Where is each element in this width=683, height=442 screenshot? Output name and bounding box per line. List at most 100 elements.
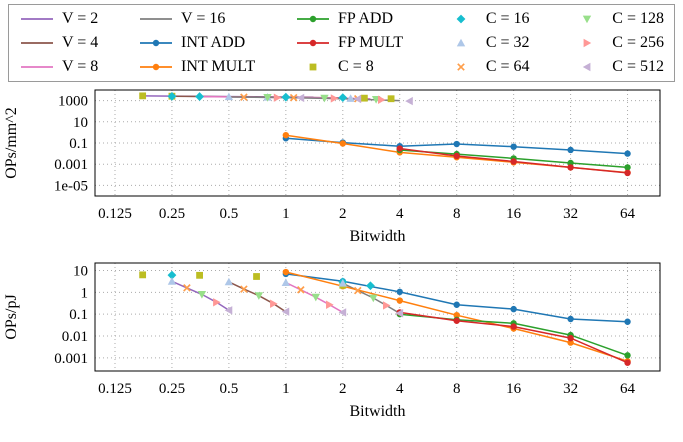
x-tick-label: 1 [282, 206, 290, 222]
figure-chart: V = 2 V = 4 V = 8 V = 16 INT ADD INT MULT FP A… [0, 4, 683, 442]
legend-label: V = 2 [62, 10, 99, 27]
plot-ops-per-mm2: 0.125 0.25 0.5 1 2 4 8 16 32 64 1e-05 0.001 0.1 10 100… [3, 89, 661, 245]
marker-circle [624, 169, 631, 177]
marker-triangle-left [281, 307, 290, 316]
y-tick-label: 0.001 [54, 351, 88, 367]
marker-circle [396, 145, 403, 152]
marker-circle [282, 131, 290, 139]
x-tick-label: 0.25 [159, 381, 185, 397]
legend-label: C = 128 [612, 10, 664, 27]
series-v-16 [228, 96, 400, 102]
legend-swatch-line-icon [21, 66, 53, 68]
legend-label: C = 32 [485, 34, 530, 51]
legend-item-int-mult: INT MULT [138, 59, 255, 75]
marker-triangle-down [197, 291, 207, 299]
marker-circle [510, 143, 517, 150]
marker-triangle-up [281, 278, 291, 286]
marker-square [139, 271, 147, 279]
marker-triangle-right [213, 298, 221, 307]
y-tick-label: 0.1 [69, 307, 88, 323]
x-tick-label: 0.125 [98, 381, 132, 397]
marker-circle [567, 339, 574, 346]
marker-diamond [167, 91, 177, 101]
marker-circle [510, 323, 517, 330]
legend-swatch-line-icon [140, 39, 173, 47]
marker-triangle-right [330, 94, 339, 103]
marker-triangle-left [395, 309, 404, 318]
legend-item-int-add: INT ADD [138, 35, 255, 51]
series-line [228, 96, 400, 102]
legend-swatch-line-icon [297, 15, 330, 23]
marker-circle [309, 39, 317, 47]
legend-item-c-16: C = 16 [443, 11, 530, 27]
legend-label: INT ADD [181, 34, 246, 51]
legend-swatch-x-icon [457, 63, 465, 71]
marker-circle [396, 297, 403, 304]
legend-label: C = 16 [485, 10, 530, 27]
marker-triangle-left [338, 308, 347, 317]
marker-triangle-right [378, 95, 386, 104]
x-tick-label: 1 [282, 381, 290, 397]
marker-circle [453, 317, 460, 324]
marker-x [240, 285, 248, 293]
legend-label: FP ADD [338, 10, 394, 27]
legend-swatch-triangle-right-icon [583, 38, 592, 48]
plot-border [94, 262, 661, 372]
legend-label: V = 16 [181, 10, 226, 27]
y-tick-label: 1000 [58, 94, 88, 110]
legend-swatch-line-icon [21, 18, 53, 20]
x-tick-label: 8 [453, 206, 461, 222]
series-c-256 [273, 93, 386, 104]
legend-item-v-16: V = 16 [138, 11, 255, 27]
marker-diamond [167, 270, 177, 280]
legend-label: C = 256 [612, 34, 664, 51]
legend-item-c-64: C = 64 [443, 59, 530, 75]
marker-circle [624, 164, 631, 171]
marker-x [297, 286, 305, 294]
marker-triangle-up [338, 279, 347, 287]
marker-square [196, 271, 203, 279]
legend-swatch-square-icon [309, 63, 317, 71]
legend-label: V = 8 [62, 58, 99, 75]
marker-triangle-up [456, 38, 466, 47]
chart-legend: V = 2 V = 4 V = 8 V = 16 INT ADD INT MULT FP A… [8, 4, 675, 82]
y-axis-label: OPs/pJ [3, 294, 20, 339]
legend-swatch-line-icon [21, 42, 53, 44]
y-tick-label: 1 [81, 285, 89, 301]
x-tick-label: 16 [506, 381, 522, 397]
marker-triangle-up [224, 277, 234, 286]
legend-item-fp-mult: FP MULT [295, 35, 403, 51]
marker-triangle-left [224, 306, 233, 315]
x-axis-label: Bitwidth [349, 403, 405, 420]
marker-triangle-up [167, 277, 177, 285]
legend-item-c-128: C = 128 [569, 11, 664, 27]
marker-triangle-up [346, 94, 355, 102]
legend-label: INT MULT [181, 58, 256, 75]
marker-circle [152, 63, 160, 71]
marker-square [387, 95, 395, 103]
marker-circle [396, 288, 403, 296]
series-c-512 [296, 93, 413, 106]
legend-item-c-512: C = 512 [569, 59, 664, 75]
x-tick-label: 0.125 [98, 206, 132, 222]
series-c-128 [197, 291, 378, 303]
series-c-64 [183, 284, 362, 295]
series-c-256 [213, 298, 391, 310]
legend-item-c-256: C = 256 [569, 35, 664, 51]
marker-x [457, 63, 465, 71]
marker-triangle-right [583, 38, 592, 48]
x-tick-label: 64 [620, 381, 636, 397]
x-tick-label: 4 [396, 381, 404, 397]
y-tick-label: 0.001 [54, 157, 88, 173]
legend-label: C = 512 [612, 58, 664, 75]
marker-triangle-left [296, 93, 305, 103]
x-tick-label: 2 [339, 381, 347, 397]
marker-circle [152, 39, 160, 47]
legend-item-c-32: C = 32 [443, 35, 530, 51]
x-tick-label: 64 [620, 206, 636, 222]
y-tick-label: 10 [73, 263, 88, 279]
marker-triangle-left [405, 96, 413, 106]
marker-triangle-up [224, 92, 234, 101]
y-tick-label: 0.01 [62, 329, 88, 345]
legend-swatch-diamond-icon [456, 14, 466, 24]
